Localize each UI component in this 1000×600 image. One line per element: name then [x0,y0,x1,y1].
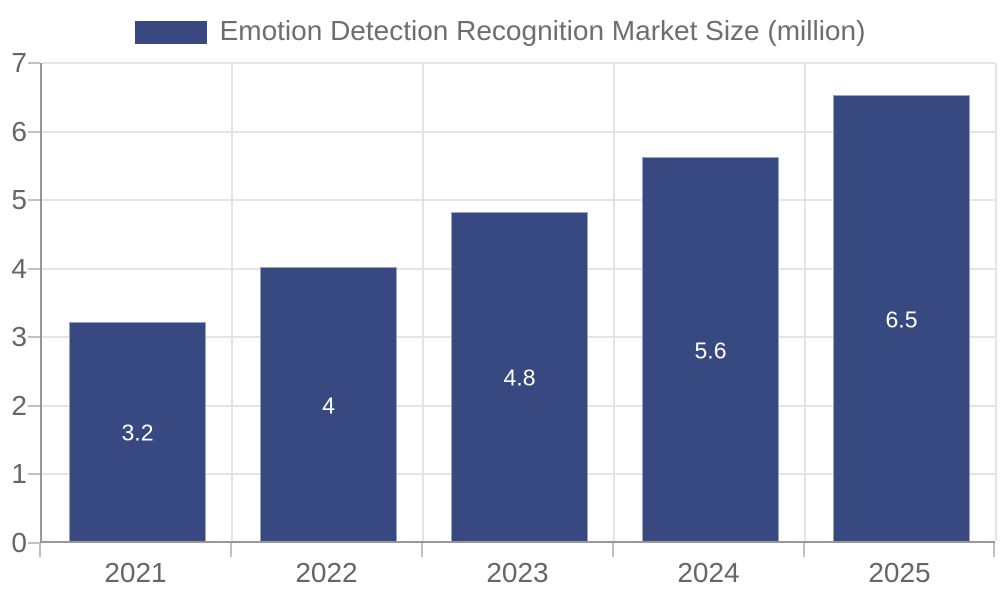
bar-2022[interactable] [260,266,397,541]
y-tick-label: 5 [11,184,27,216]
x-tick-label: 2022 [295,557,358,588]
y-tick [28,336,40,339]
legend-label: Emotion Detection Recognition Market Siz… [219,15,866,46]
x-tick-label: 2024 [677,557,740,588]
x-tick-label: 2021 [104,557,167,588]
v-gridline [231,63,233,541]
y-tick-label: 1 [11,458,27,490]
x-tick-label: 2025 [868,557,931,588]
y-tick [28,404,40,407]
y-tick-label: 6 [11,115,27,147]
v-gridline [613,63,615,541]
bar-2023[interactable] [451,211,588,541]
x-tick [803,543,805,557]
legend-swatch [134,20,207,44]
y-tick [28,199,40,202]
y-tick-label: 2 [11,389,27,421]
y-tick [28,130,40,133]
y-tick-label: 3 [11,321,27,353]
y-tick [28,267,40,270]
y-tick-label: 4 [11,252,27,284]
y-tick [28,62,40,64]
v-gridline [804,63,806,541]
h-gridline [42,62,995,64]
h-gridline [42,130,995,133]
x-tick [993,543,995,557]
y-tick [28,542,40,544]
v-gridline [422,63,424,541]
bar-2021[interactable] [69,321,206,541]
x-tick [230,543,232,557]
plot-area: 3.2 4 4.8 5.6 6.5 [40,62,997,543]
v-gridline [995,63,997,541]
x-tick [612,543,614,557]
x-tick [421,543,423,557]
h-gridline [42,199,995,202]
y-tick-label: 0 [11,527,27,558]
x-tick-label: 2023 [486,557,549,588]
legend-item[interactable]: Emotion Detection Recognition Market Siz… [0,14,1000,50]
x-tick [39,543,41,557]
bar-2025[interactable] [833,95,970,541]
y-tick [28,473,40,476]
bar-2024[interactable] [642,157,779,541]
y-tick-label: 7 [11,47,27,78]
